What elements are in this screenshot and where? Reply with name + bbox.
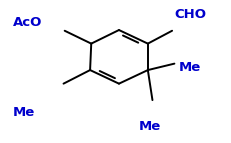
Text: AcO: AcO	[13, 16, 42, 29]
Text: Me: Me	[179, 61, 201, 74]
Text: CHO: CHO	[174, 8, 207, 21]
Text: Me: Me	[139, 120, 161, 133]
Text: Me: Me	[13, 107, 35, 119]
